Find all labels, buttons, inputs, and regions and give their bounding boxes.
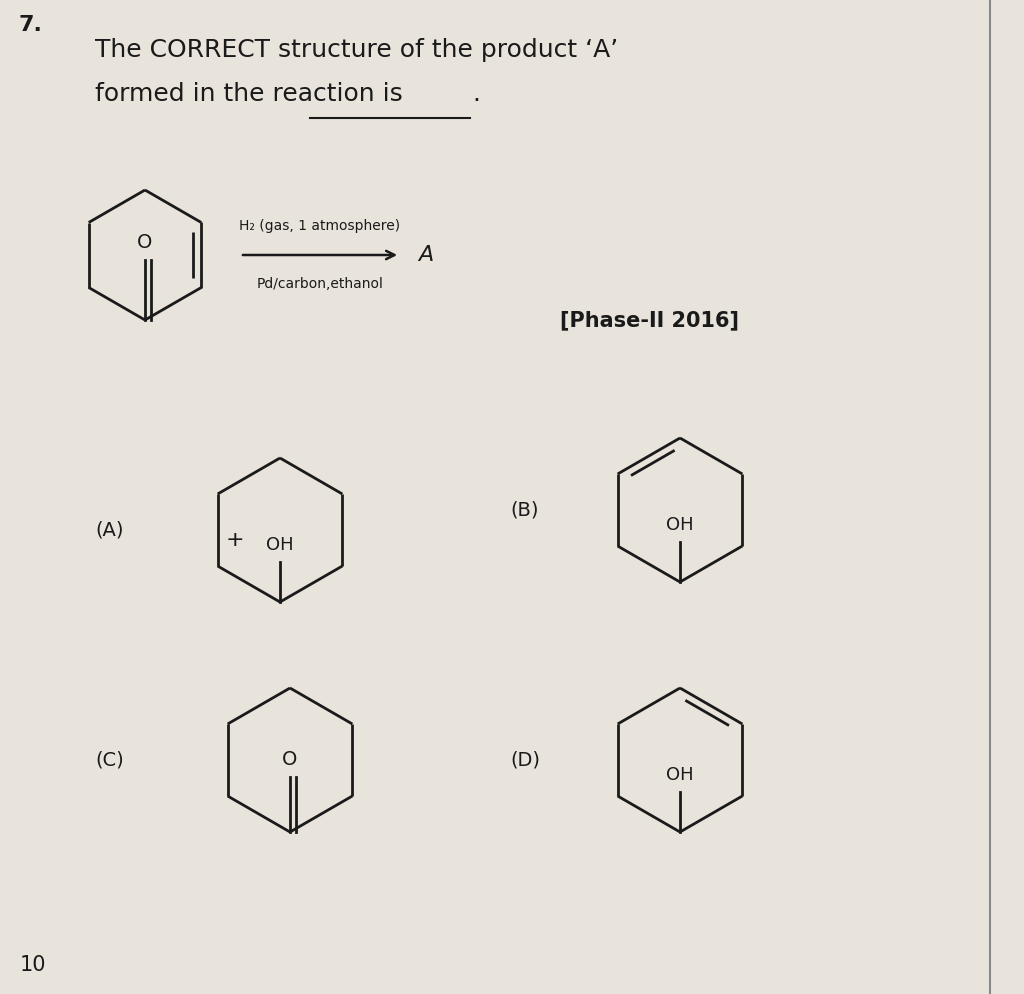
- Text: (D): (D): [510, 750, 540, 769]
- Text: H₂ (gas, 1 atmosphere): H₂ (gas, 1 atmosphere): [240, 219, 400, 233]
- Text: [Phase-II 2016]: [Phase-II 2016]: [560, 310, 739, 330]
- Text: OH: OH: [667, 766, 694, 784]
- Text: O: O: [137, 233, 153, 252]
- Text: 10: 10: [20, 955, 46, 975]
- Text: A: A: [418, 245, 433, 265]
- Text: 7.: 7.: [18, 15, 42, 35]
- Text: Pd/carbon,ethanol: Pd/carbon,ethanol: [257, 277, 383, 291]
- Text: O: O: [283, 750, 298, 769]
- Text: OH: OH: [266, 536, 294, 554]
- Text: (A): (A): [95, 521, 124, 540]
- Text: OH: OH: [667, 516, 694, 534]
- Text: +: +: [225, 530, 245, 550]
- Text: (B): (B): [510, 501, 539, 520]
- Text: The CORRECT structure of the product ‘A’: The CORRECT structure of the product ‘A’: [95, 38, 618, 62]
- Text: .: .: [472, 82, 480, 106]
- Text: (C): (C): [95, 750, 124, 769]
- Text: formed in the reaction is: formed in the reaction is: [95, 82, 402, 106]
